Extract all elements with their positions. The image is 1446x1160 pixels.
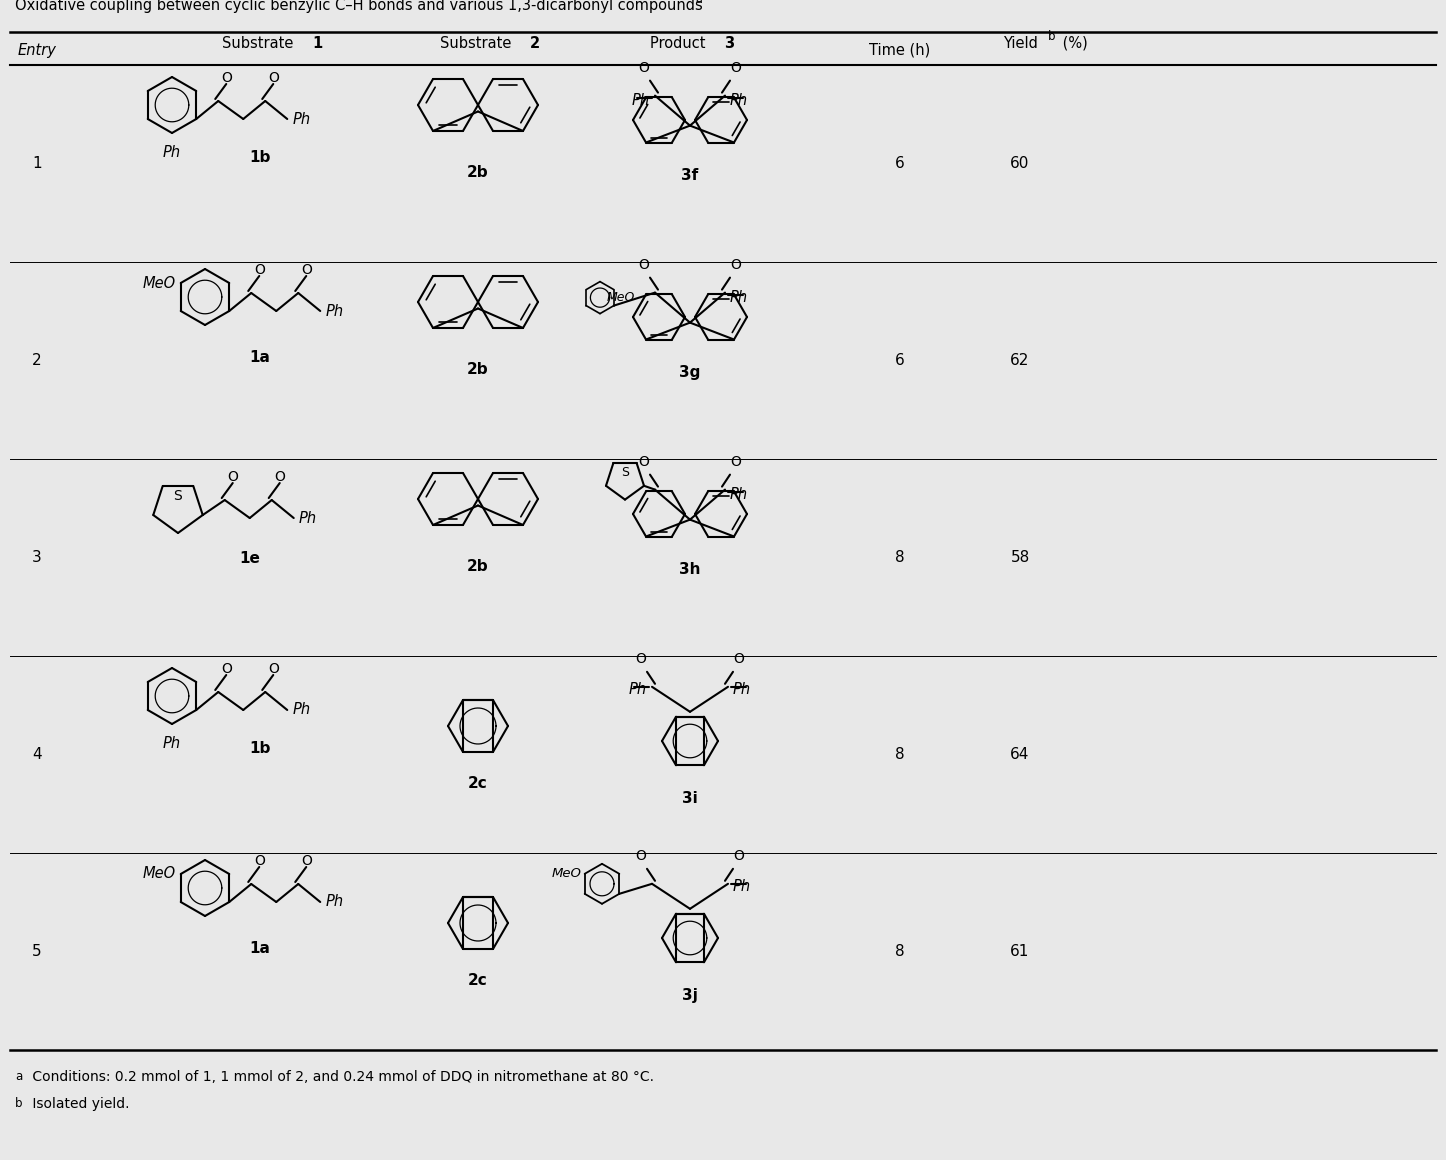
Text: 1a: 1a [250,350,270,365]
Text: 1e: 1e [240,551,260,566]
Text: 62: 62 [1011,353,1030,368]
Text: 2b: 2b [467,165,489,180]
Text: 61: 61 [1011,944,1030,959]
Text: (%): (%) [1058,36,1087,51]
Text: Ph: Ph [632,93,651,108]
Text: Ph: Ph [733,682,750,697]
Text: 3f: 3f [681,168,698,183]
Text: 60: 60 [1011,155,1030,171]
Text: 64: 64 [1011,747,1030,762]
Text: MeO: MeO [143,276,176,290]
Text: Ph: Ph [730,290,748,305]
Text: 1b: 1b [249,150,270,165]
Text: Ph: Ph [730,487,748,502]
Text: 3: 3 [724,36,735,51]
Text: O: O [268,662,279,676]
Text: Ph: Ph [163,145,181,160]
Text: O: O [730,258,742,271]
Text: Ph: Ph [163,735,181,751]
Text: 2: 2 [531,36,541,51]
Text: 1: 1 [32,155,42,171]
Text: Ph: Ph [733,879,750,894]
Text: 1b: 1b [249,741,270,756]
Text: O: O [733,652,745,666]
Text: b: b [14,1097,23,1110]
Text: Ph: Ph [299,510,317,525]
Text: 3g: 3g [680,365,701,380]
Text: O: O [636,849,646,863]
Text: 6: 6 [895,353,905,368]
Text: O: O [268,71,279,85]
Text: Product: Product [649,36,710,51]
Text: 1: 1 [312,36,322,51]
Text: O: O [254,263,265,277]
Text: O: O [227,470,239,484]
Text: a: a [14,1070,22,1083]
Text: 3i: 3i [683,791,698,806]
Text: 2b: 2b [467,559,489,574]
Text: O: O [639,60,649,74]
Text: 6: 6 [895,155,905,171]
Text: Ph: Ph [325,304,343,319]
Text: 8: 8 [895,550,905,565]
Text: b: b [1048,29,1056,43]
Text: O: O [254,854,265,868]
Text: Entry: Entry [17,43,56,58]
Text: a: a [696,0,701,5]
Text: Isolated yield.: Isolated yield. [27,1097,130,1111]
Text: 2b: 2b [467,362,489,377]
Text: Conditions: 0.2 mmol of 1, 1 mmol of 2, and 0.24 mmol of DDQ in nitromethane at : Conditions: 0.2 mmol of 1, 1 mmol of 2, … [27,1070,654,1083]
Text: O: O [221,662,231,676]
Text: MeO: MeO [143,867,176,882]
Text: 3h: 3h [680,561,701,577]
Text: O: O [639,455,649,469]
Text: Ph: Ph [292,111,311,126]
Text: MeO: MeO [552,868,581,880]
Text: O: O [301,263,312,277]
Text: 3: 3 [32,550,42,565]
Text: Time (h): Time (h) [869,43,931,58]
Text: O: O [733,849,745,863]
Text: O: O [275,470,285,484]
Text: Substrate: Substrate [223,36,298,51]
Text: Yield: Yield [1002,36,1037,51]
Text: O: O [221,71,231,85]
Text: Ph: Ph [730,93,748,108]
Text: 2c: 2c [469,973,487,988]
Text: Ph: Ph [292,703,311,718]
Text: 4: 4 [32,747,42,762]
Text: Ph: Ph [629,682,646,697]
Text: MeO: MeO [607,291,635,304]
Text: 58: 58 [1011,550,1030,565]
Text: 2c: 2c [469,776,487,791]
Text: 1a: 1a [250,941,270,956]
Text: O: O [730,455,742,469]
Text: Substrate: Substrate [440,36,516,51]
Text: 2: 2 [32,353,42,368]
Text: 8: 8 [895,747,905,762]
Text: O: O [636,652,646,666]
Text: 5: 5 [32,944,42,959]
Text: 8: 8 [895,944,905,959]
Text: 3j: 3j [683,988,698,1003]
Text: O: O [301,854,312,868]
Text: O: O [639,258,649,271]
Text: O: O [730,60,742,74]
Text: Oxidative coupling between cyclic benzylic C–H bonds and various 1,3-dicarbonyl : Oxidative coupling between cyclic benzyl… [14,0,703,13]
Text: S: S [620,466,629,479]
Text: S: S [174,490,182,503]
Text: Ph: Ph [325,894,343,909]
